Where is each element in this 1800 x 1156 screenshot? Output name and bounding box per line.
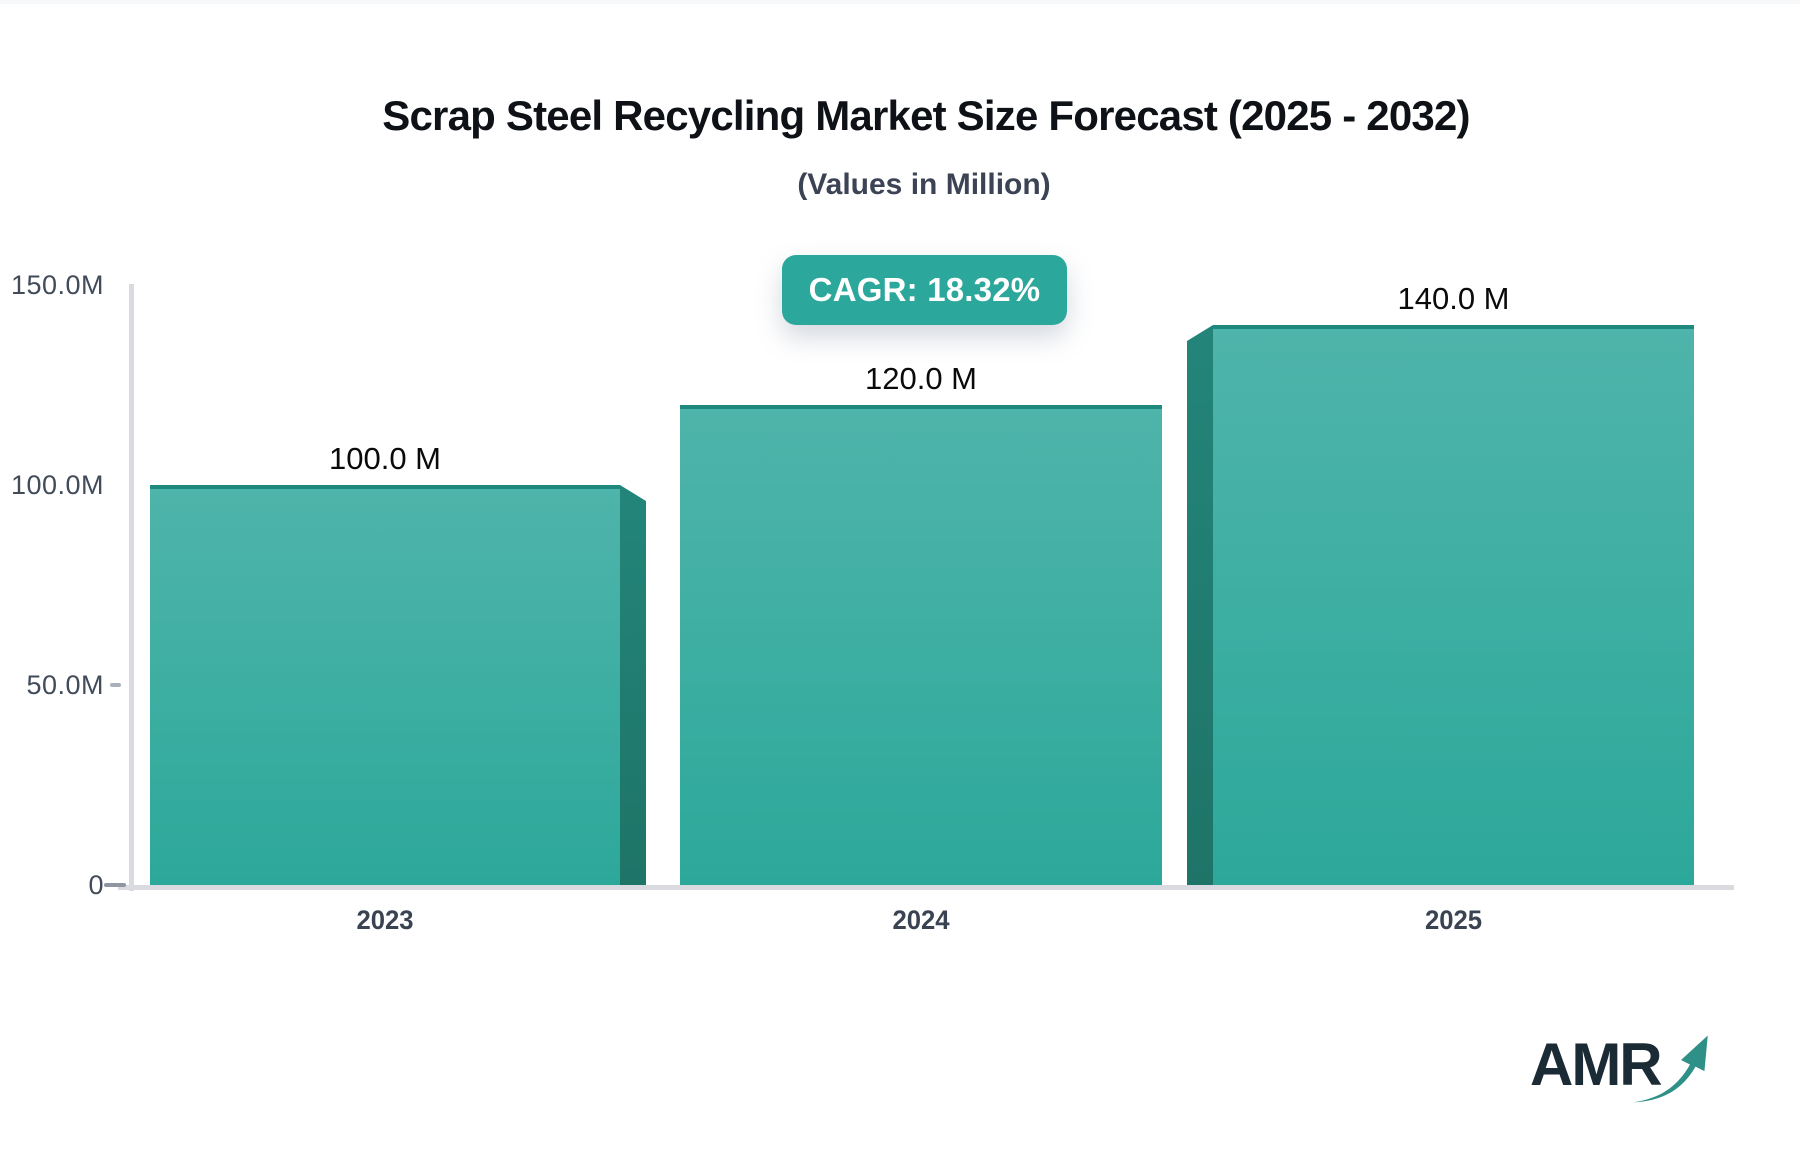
y-axis-tick-label: 100.0M <box>10 470 104 500</box>
y-axis-tick-label: 150.0M <box>10 270 104 300</box>
growth-arrow-icon <box>1633 1035 1708 1103</box>
bar-value-label: 120.0 M <box>864 361 977 396</box>
cagr-badge: CAGR: 18.32% <box>782 255 1067 325</box>
y-axis-line <box>129 284 134 891</box>
y-axis-tick-label: 50.0M <box>26 670 104 700</box>
bar-value-label: 140.0 M <box>1397 281 1510 316</box>
bar-2025 <box>1213 325 1694 885</box>
bar-value-label: 100.0 M <box>328 441 441 476</box>
bar-3d-side-face <box>620 485 646 885</box>
x-axis-category-label: 2025 <box>1424 905 1483 935</box>
bar-2023 <box>150 485 620 885</box>
x-axis-category-label: 2024 <box>892 905 950 935</box>
y-axis-tick-mark <box>104 883 126 887</box>
y-axis-tick-label: 0 <box>88 870 104 900</box>
amr-logo: AMR <box>1530 1022 1710 1112</box>
chart-title: Scrap Steel Recycling Market Size Foreca… <box>382 92 1470 139</box>
x-axis-category-label: 2023 <box>356 905 414 935</box>
amr-logo-text: AMR <box>1530 1031 1663 1098</box>
x-axis-line <box>118 885 1734 890</box>
chart-subtitle: (Values in Million) <box>797 168 1051 201</box>
y-axis-tick-mark <box>110 683 121 687</box>
bar-3d-side-face <box>1187 325 1213 885</box>
bar-2024 <box>680 405 1162 885</box>
top-border-strip <box>0 0 1800 4</box>
cagr-badge-label: CAGR: 18.32% <box>808 271 1041 308</box>
